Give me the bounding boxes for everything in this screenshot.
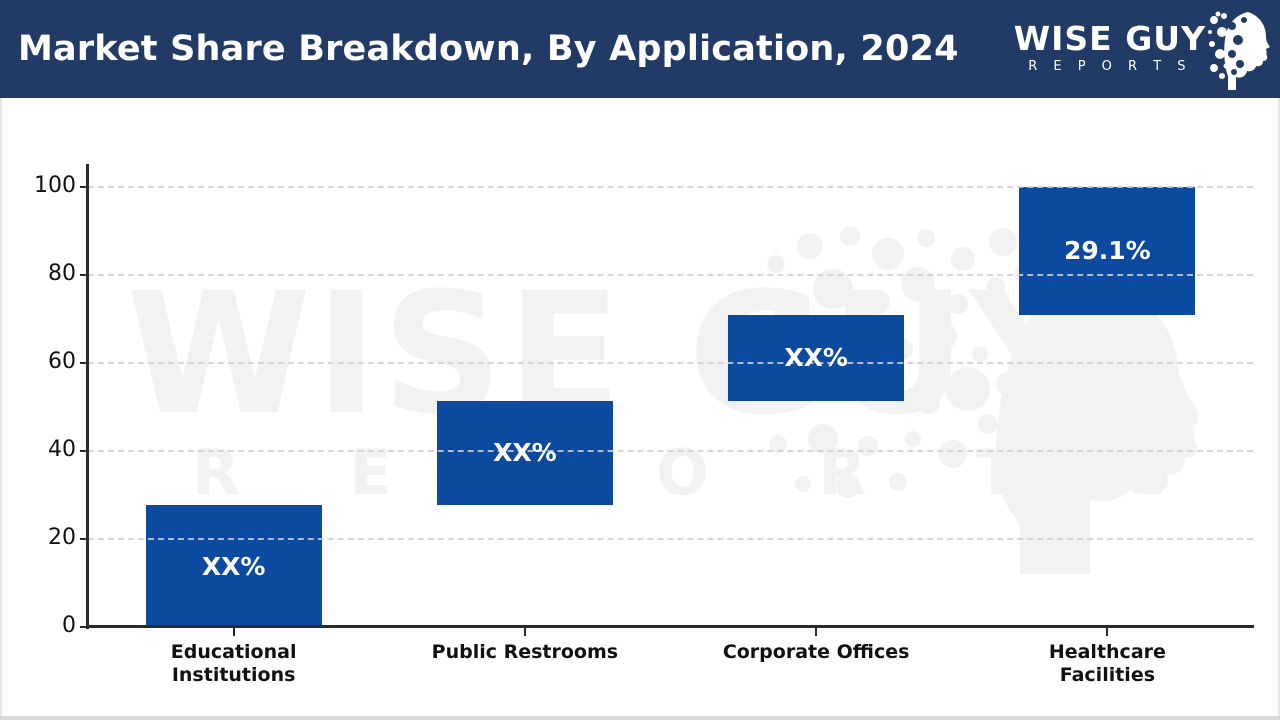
y-tick-label: 0 (62, 613, 76, 638)
bar-value-label: XX% (784, 343, 848, 373)
y-tick-label: 100 (34, 172, 76, 198)
gridline-80 (88, 273, 1253, 276)
logo-wordmark: WISE GUY (1013, 19, 1206, 58)
y-tick-mark (80, 537, 87, 540)
bar-value-label: XX% (201, 551, 266, 581)
wiseguy-face-watermark (764, 224, 1198, 574)
category-label-line: Facilities (1059, 664, 1156, 686)
bar (728, 314, 905, 401)
category-label-line: Corporate Offices (722, 641, 910, 663)
category-label-line: Healthcare (1048, 641, 1166, 663)
bar (145, 505, 322, 627)
page-title: Market Share Breakdown, By Application, … (18, 29, 959, 69)
y-tick-label: 80 (48, 260, 76, 286)
category-label: Educational Institutions (114, 641, 354, 687)
category-label-line: Public Restrooms (431, 641, 619, 663)
waterfall-chart: 0 20 40 60 80 100 XX% Educational Institutions XX… (0, 98, 1280, 716)
x-tick-mark (815, 628, 818, 636)
y-tick-label: 20 (48, 524, 76, 550)
y-tick-mark (80, 185, 87, 188)
y-tick-label: 60 (48, 348, 76, 374)
category-label-line: Educational (170, 641, 297, 663)
x-tick-mark (1106, 628, 1109, 636)
category-label-line: Institutions (171, 664, 296, 686)
y-tick-mark (80, 273, 87, 276)
y-tick-mark (80, 626, 87, 628)
header: Market Share Breakdown, By Application, … (0, 0, 1280, 98)
category-label: Public Restrooms (405, 641, 645, 664)
x-tick-mark (232, 628, 235, 636)
footer-strip (0, 716, 1280, 720)
gridline-60 (88, 361, 1253, 364)
x-axis-line (86, 625, 1254, 628)
bar (436, 400, 613, 506)
bar-value-label: 29.1% (1064, 236, 1151, 266)
gridline-40 (88, 449, 1253, 452)
x-tick-mark (523, 628, 526, 636)
bar (1019, 186, 1196, 315)
gridline-20 (88, 537, 1253, 540)
bar-value-label: XX% (493, 438, 557, 468)
y-tick-mark (80, 449, 87, 452)
wiseguy-face-icon (1208, 11, 1270, 90)
y-tick-label: 40 (48, 436, 76, 462)
gridline-100 (88, 185, 1253, 188)
wiseguy-logo: WISE GUY R E P O R T S (1014, 6, 1272, 90)
category-label: Corporate Offices (696, 641, 936, 664)
category-label: Healthcare Facilities (987, 641, 1227, 687)
left-border (0, 98, 2, 720)
right-border (1278, 98, 1280, 720)
y-tick-mark (80, 361, 87, 364)
logo-text: WISE GUY R E P O R T S (1014, 21, 1206, 75)
logo-subtitle: R E P O R T S (1028, 59, 1192, 74)
y-axis-line (86, 164, 89, 629)
